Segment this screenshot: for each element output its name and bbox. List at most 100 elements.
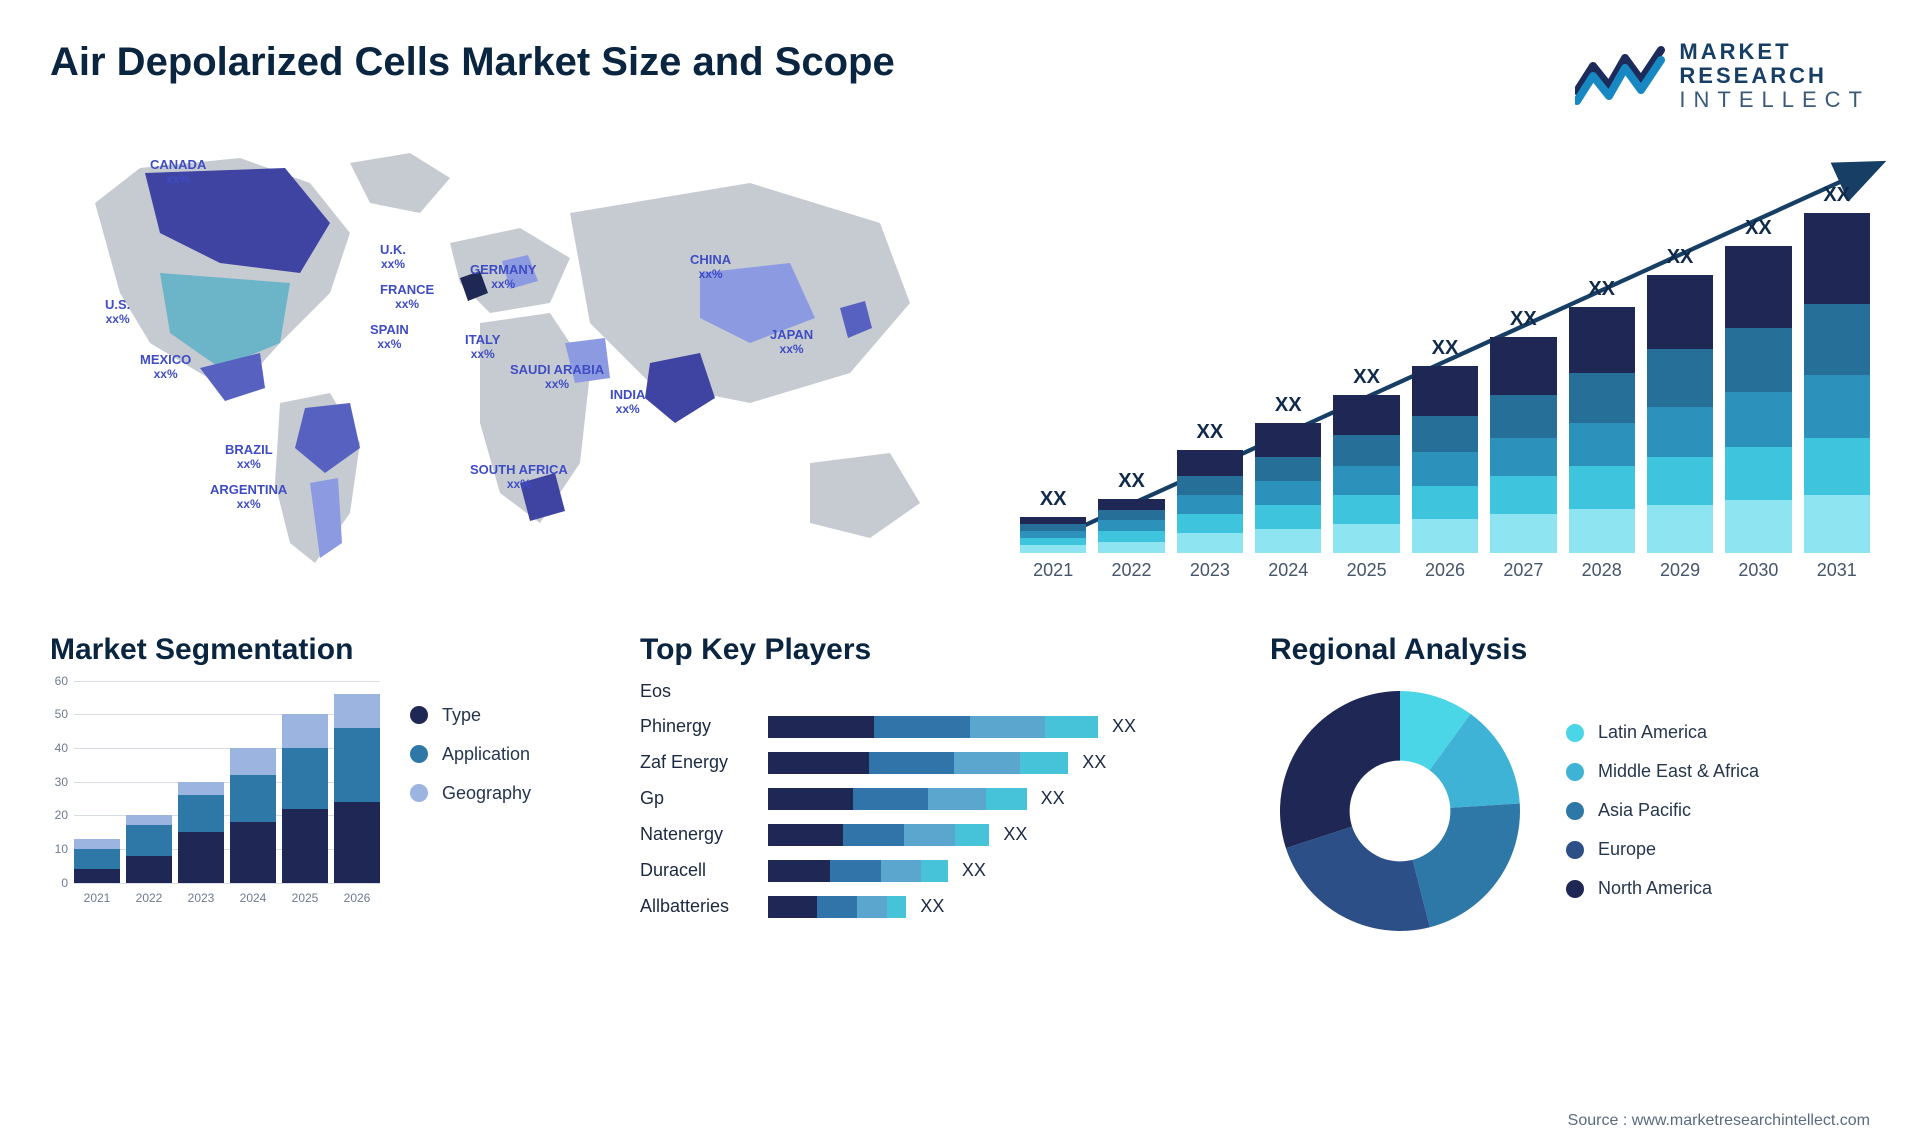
- growth-segment: [1569, 423, 1635, 466]
- growth-segment: [1569, 466, 1635, 509]
- players-row: GpXX: [640, 788, 1220, 810]
- growth-segment: [1569, 373, 1635, 423]
- players-row: Zaf Energy XX: [640, 752, 1220, 774]
- growth-bar: XX2021: [1020, 488, 1086, 553]
- growth-segment: [1725, 500, 1791, 553]
- players-value-label: XX: [1003, 824, 1027, 845]
- growth-bar: XX2025: [1333, 366, 1399, 553]
- players-segment: [830, 860, 881, 882]
- map-label: U.S.xx%: [105, 298, 130, 327]
- segmentation-segment: [178, 795, 224, 832]
- growth-segment: [1177, 533, 1243, 552]
- growth-segment: [1569, 509, 1635, 552]
- players-segment: [869, 752, 954, 774]
- players-row: PhinergyXX: [640, 716, 1220, 738]
- map-label: GERMANYxx%: [470, 263, 536, 292]
- growth-year-label: 2022: [1098, 560, 1164, 581]
- donut-hole: [1350, 760, 1451, 861]
- growth-segment: [1647, 457, 1713, 505]
- growth-segment: [1333, 435, 1399, 466]
- growth-segment: [1725, 392, 1791, 447]
- growth-segment: [1098, 542, 1164, 553]
- growth-segment: [1490, 337, 1556, 394]
- legend-label: Type: [442, 705, 481, 726]
- growth-segment: [1333, 524, 1399, 553]
- segmentation-segment: [178, 782, 224, 795]
- legend-label: Europe: [1598, 839, 1656, 860]
- map-label: SAUDI ARABIAxx%: [510, 363, 604, 392]
- brand-line1: MARKET: [1679, 40, 1870, 64]
- players-segment: [970, 716, 1045, 738]
- y-tick-label: 50: [55, 707, 68, 721]
- players-segment: [853, 788, 928, 810]
- growth-segment: [1255, 457, 1321, 481]
- segmentation-segment: [230, 822, 276, 883]
- players-segment: [768, 788, 853, 810]
- growth-segment: [1412, 519, 1478, 553]
- growth-value-label: XX: [1333, 366, 1399, 389]
- players-value-label: XX: [1112, 716, 1136, 737]
- growth-year-label: 2025: [1333, 560, 1399, 581]
- map-label: JAPANxx%: [770, 328, 813, 357]
- players-segment: [768, 896, 817, 918]
- page-title: Air Depolarized Cells Market Size and Sc…: [50, 40, 895, 85]
- growth-segment: [1412, 416, 1478, 452]
- segmentation-legend: TypeApplicationGeography: [410, 681, 531, 804]
- segmentation-year-label: 2023: [178, 891, 224, 905]
- segmentation-bar: 2021: [74, 839, 120, 883]
- growth-segment: [1490, 476, 1556, 514]
- growth-value-label: XX: [1804, 184, 1870, 207]
- growth-segment: [1333, 495, 1399, 524]
- brand-logo: MARKET RESEARCH INTELLECT: [1575, 40, 1870, 113]
- growth-year-label: 2021: [1020, 560, 1086, 581]
- players-segment: [843, 824, 905, 846]
- segmentation-segment: [334, 802, 380, 883]
- players-value-label: XX: [1082, 752, 1106, 773]
- growth-year-label: 2026: [1412, 560, 1478, 581]
- players-segment: [928, 788, 987, 810]
- growth-value-label: XX: [1412, 337, 1478, 360]
- growth-segment: [1020, 517, 1086, 524]
- legend-label: Latin America: [1598, 722, 1707, 743]
- growth-value-label: XX: [1725, 217, 1791, 240]
- growth-bar: XX2031: [1804, 184, 1870, 553]
- growth-bar: XX2027: [1490, 308, 1556, 552]
- growth-bar: XX2024: [1255, 394, 1321, 552]
- players-name: Zaf Energy: [640, 752, 750, 773]
- growth-year-label: 2029: [1647, 560, 1713, 581]
- growth-segment: [1725, 328, 1791, 393]
- growth-chart: XX2021XX2022XX2023XX2024XX2025XX2026XX20…: [1020, 143, 1870, 583]
- segmentation-legend-item: Application: [410, 744, 531, 765]
- map-label: FRANCExx%: [380, 283, 434, 312]
- growth-segment: [1177, 514, 1243, 533]
- growth-segment: [1098, 520, 1164, 531]
- growth-segment: [1490, 514, 1556, 552]
- growth-segment: [1177, 495, 1243, 514]
- segmentation-bar: 2023: [178, 782, 224, 883]
- growth-segment: [1647, 505, 1713, 553]
- segmentation-bar: 2026: [334, 694, 380, 883]
- growth-segment: [1412, 486, 1478, 520]
- growth-segment: [1804, 375, 1870, 437]
- legend-dot-icon: [410, 706, 428, 724]
- legend-label: North America: [1598, 878, 1712, 899]
- growth-value-label: XX: [1490, 308, 1556, 331]
- segmentation-year-label: 2021: [74, 891, 120, 905]
- regional-legend-item: Asia Pacific: [1566, 800, 1759, 821]
- growth-segment: [1804, 213, 1870, 304]
- players-segment: [921, 860, 948, 882]
- players-name: Natenergy: [640, 824, 750, 845]
- map-label: ARGENTINAxx%: [210, 483, 287, 512]
- legend-dot-icon: [410, 784, 428, 802]
- segmentation-segment: [74, 869, 120, 882]
- players-segment: [986, 788, 1026, 810]
- players-segment: [768, 860, 830, 882]
- segmentation-segment: [334, 728, 380, 802]
- segmentation-segment: [74, 849, 120, 869]
- regional-legend-item: Latin America: [1566, 722, 1759, 743]
- players-segment: [768, 824, 843, 846]
- regional-title: Regional Analysis: [1270, 633, 1870, 667]
- players-bar: [768, 788, 1027, 810]
- growth-segment: [1333, 395, 1399, 436]
- growth-year-label: 2024: [1255, 560, 1321, 581]
